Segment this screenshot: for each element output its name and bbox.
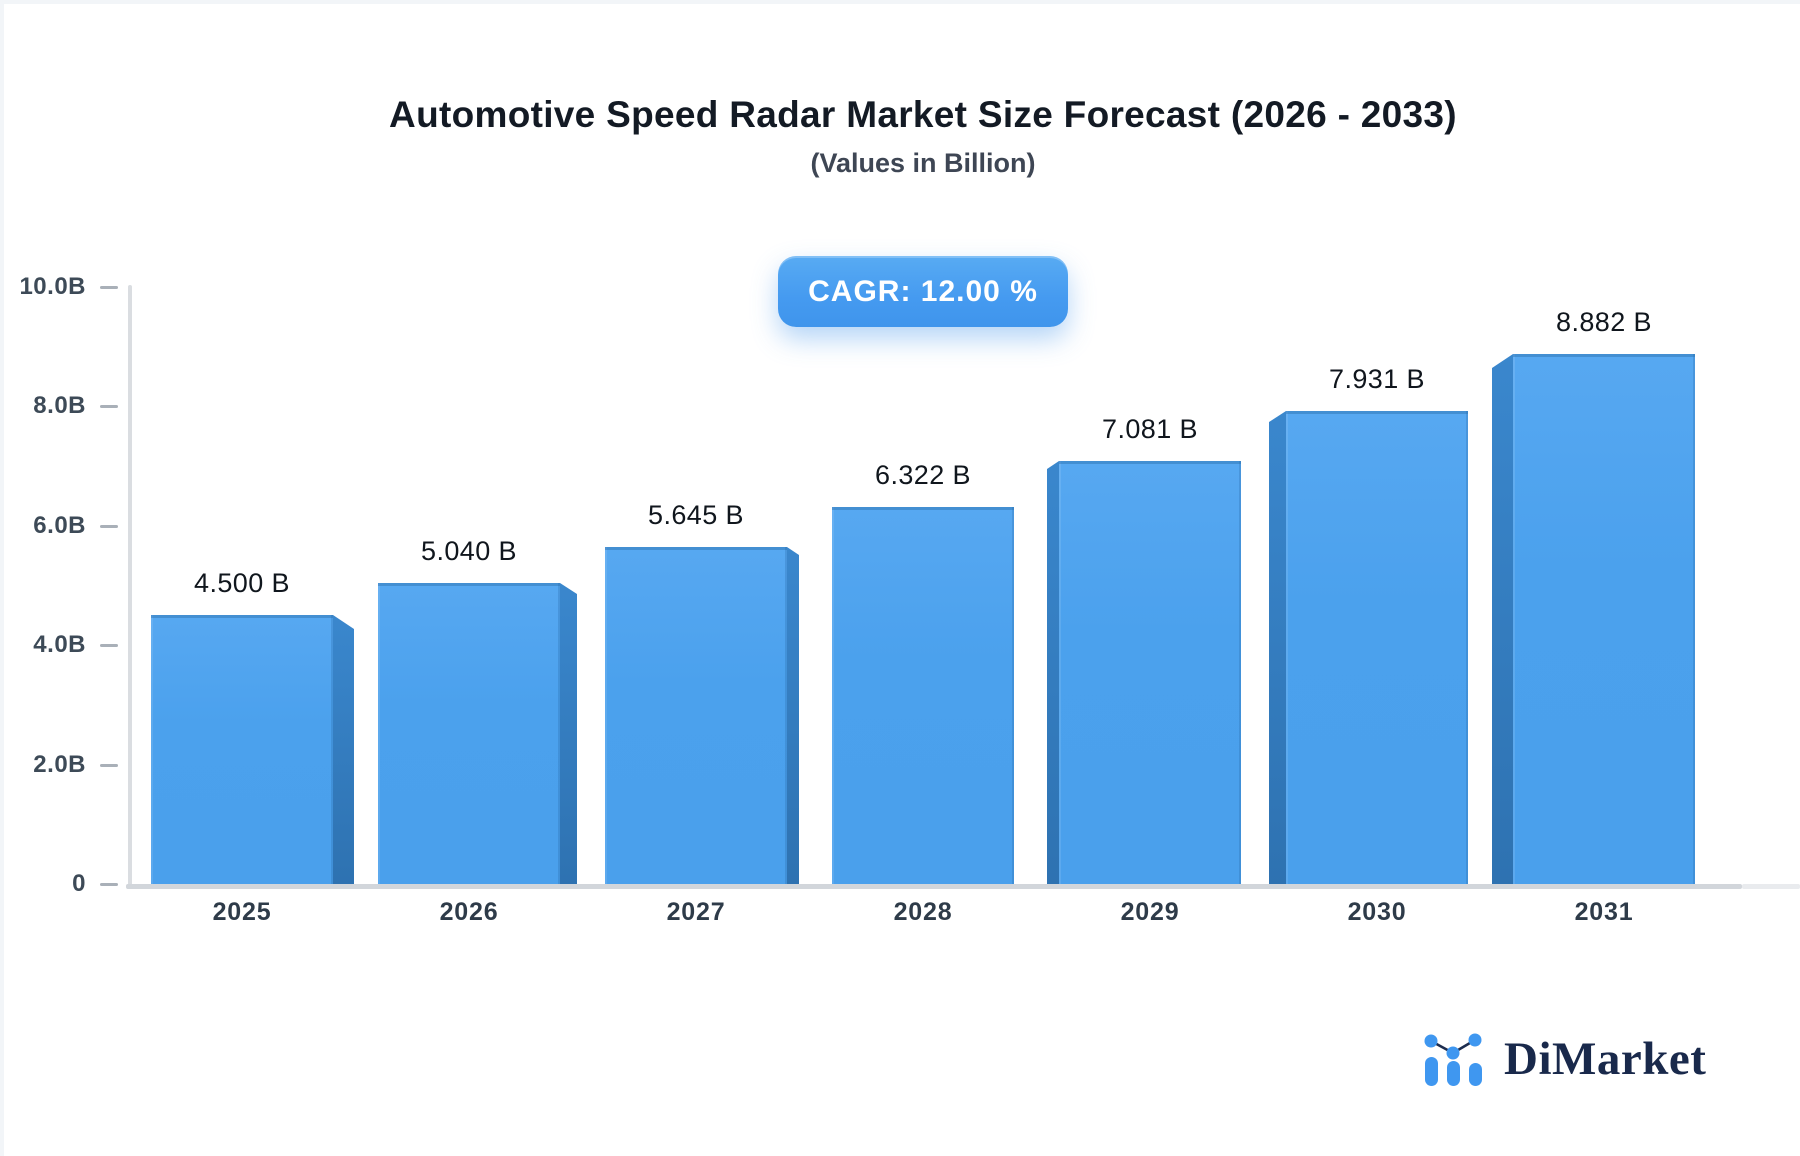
y-axis-tick-mark (100, 644, 118, 647)
bar-value-label: 7.081 B (1102, 414, 1198, 444)
y-axis-tick-mark (100, 883, 118, 886)
y-axis-tick-label: 4.0B (33, 631, 86, 658)
bar-value-label: 5.040 B (421, 536, 517, 566)
bar[interactable] (1286, 411, 1468, 884)
x-axis-label: 2026 (439, 898, 499, 926)
bar[interactable] (605, 547, 787, 884)
bar-3d-side (787, 547, 799, 884)
bar-value-label: 6.322 B (875, 460, 971, 490)
y-axis-tick-mark (100, 405, 118, 408)
y-axis-line (128, 285, 132, 887)
x-axis-label: 2027 (666, 898, 726, 926)
y-axis-tick-label: 6.0B (33, 512, 86, 539)
bar[interactable] (378, 583, 560, 884)
bar-3d-side (1047, 461, 1059, 884)
bar-3d-side (1492, 354, 1513, 884)
x-axis-label: 2031 (1574, 898, 1634, 926)
bar-3d-side (333, 615, 354, 884)
bar-value-label: 5.645 B (648, 500, 744, 530)
brand-chart-icon (1424, 1033, 1482, 1086)
y-axis-tick-mark (100, 764, 118, 767)
bar-3d-side (1269, 411, 1286, 884)
y-axis-tick-mark (100, 286, 118, 289)
brand-name: DiMarket (1504, 1033, 1707, 1085)
bar-3d-side (560, 583, 577, 884)
cagr-badge: CAGR: 12.00 % (778, 256, 1068, 327)
chart-card: Automotive Speed Radar Market Size Forec… (4, 4, 1800, 1156)
bar-value-label: 4.500 B (194, 568, 290, 598)
y-axis-tick-mark (100, 525, 118, 528)
x-axis-label: 2029 (1120, 898, 1180, 926)
x-axis-label: 2028 (893, 898, 953, 926)
x-axis-line-extension (1742, 884, 1800, 889)
x-axis-label: 2030 (1347, 898, 1407, 926)
brand-logo: DiMarket (1414, 1030, 1706, 1088)
x-axis-label: 2025 (212, 898, 272, 926)
y-axis-tick-label: 8.0B (33, 392, 86, 419)
chart-subtitle: (Values in Billion) (810, 148, 1036, 178)
chart-title: Automotive Speed Radar Market Size Forec… (389, 94, 1457, 135)
bar[interactable] (1059, 461, 1241, 884)
bar[interactable] (1513, 354, 1695, 884)
y-axis-tick-label: 2.0B (33, 751, 86, 778)
bar[interactable] (832, 507, 1014, 884)
bar[interactable] (151, 615, 333, 884)
y-axis-tick-label: 0 (72, 870, 86, 897)
bar-value-label: 7.931 B (1329, 364, 1425, 394)
x-axis-line (126, 884, 1742, 889)
y-axis-tick-label: 10.0B (19, 273, 86, 300)
bar-value-label: 8.882 B (1556, 307, 1652, 337)
